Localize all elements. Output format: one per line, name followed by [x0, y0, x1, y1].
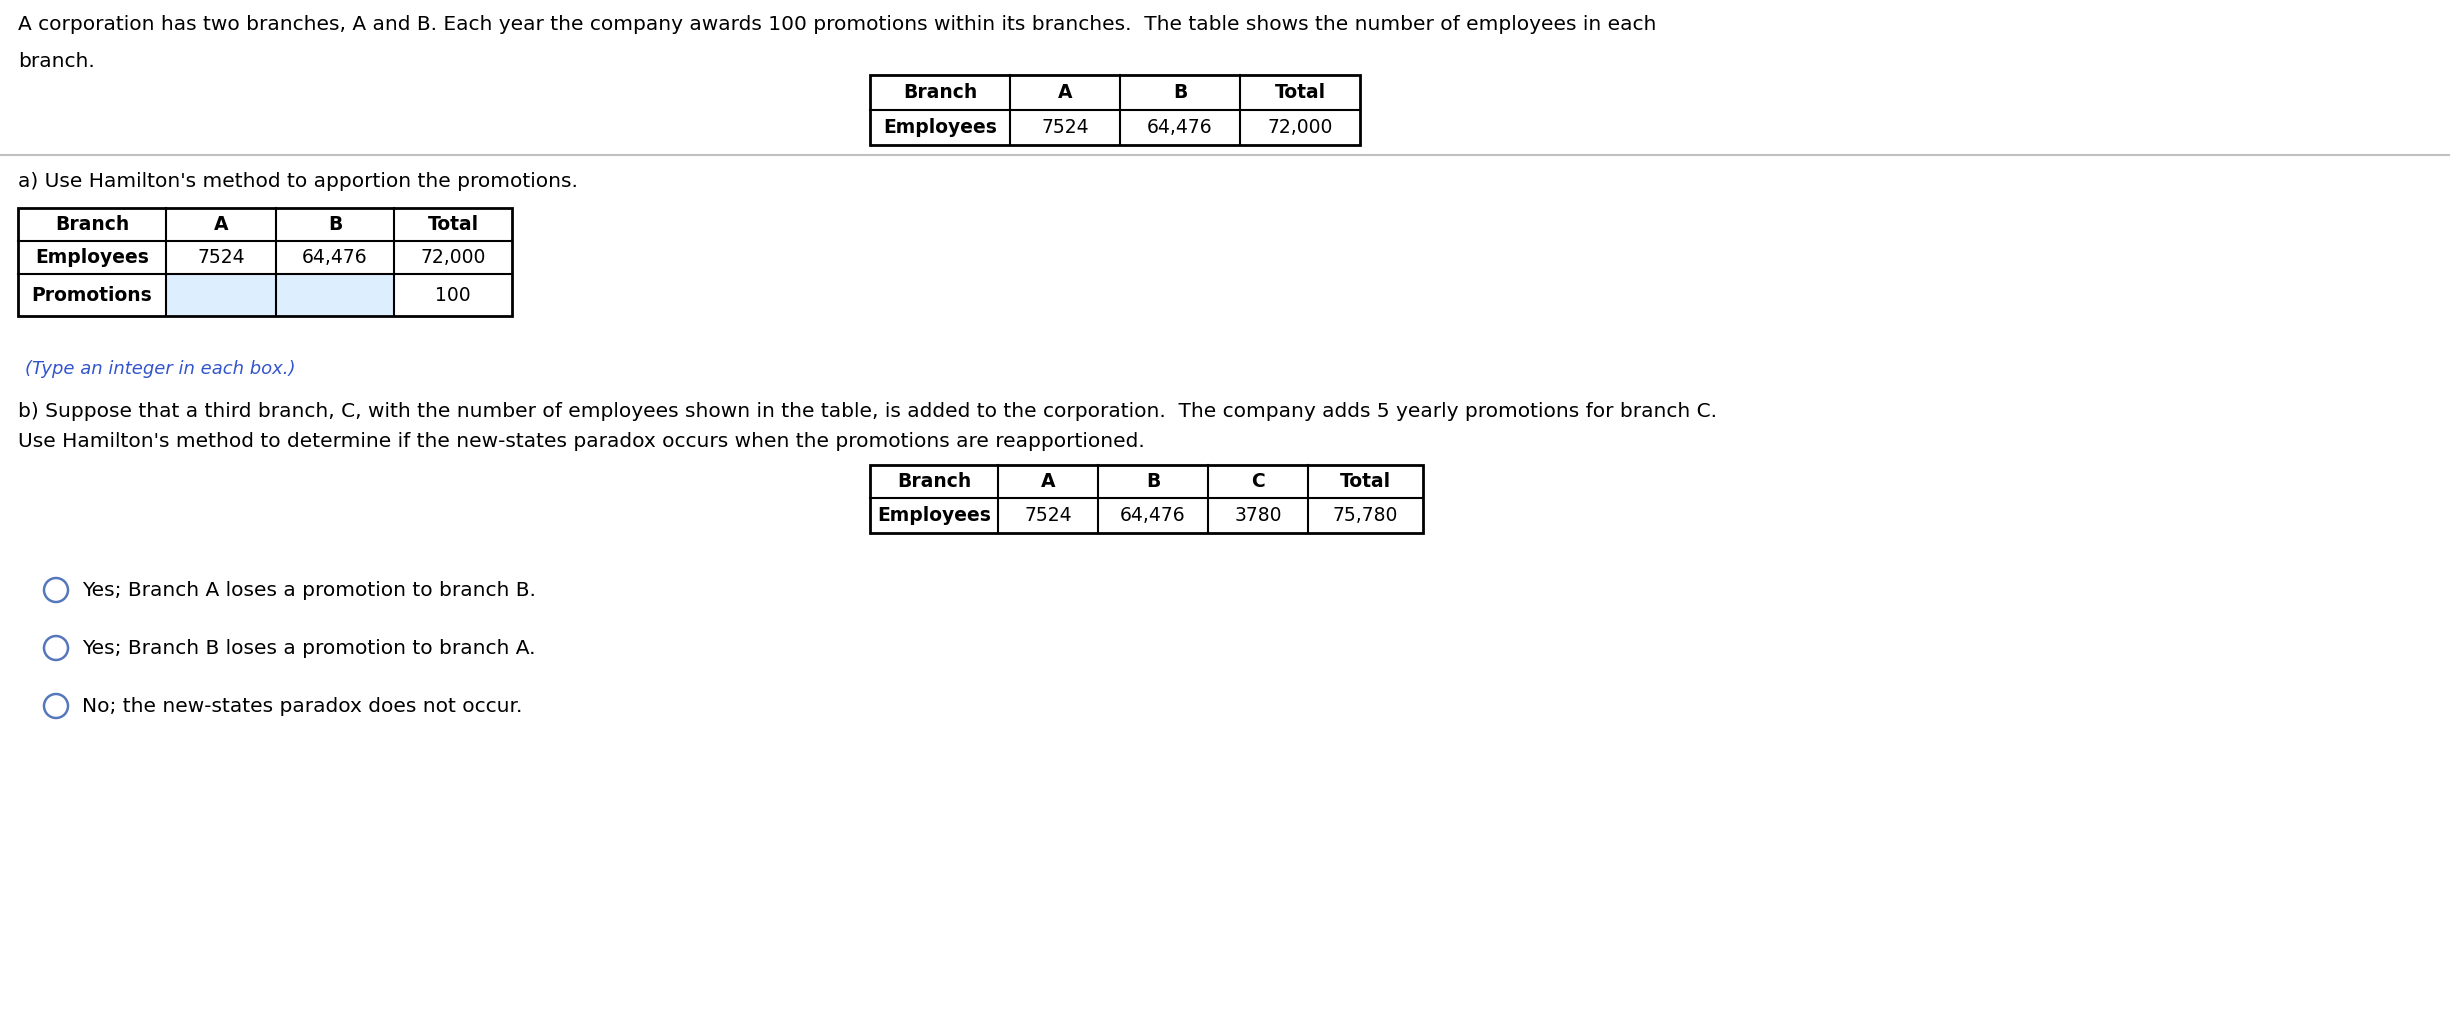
- Bar: [870, 75, 1009, 110]
- Bar: [1240, 110, 1360, 145]
- Bar: [870, 498, 997, 533]
- Text: Total: Total: [426, 215, 478, 234]
- Text: Total: Total: [1340, 472, 1392, 491]
- Bar: [394, 274, 512, 316]
- Bar: [1009, 110, 1120, 145]
- Text: A corporation has two branches, A and B. Each year the company awards 100 promot: A corporation has two branches, A and B.…: [17, 15, 1656, 34]
- Bar: [17, 208, 512, 316]
- Text: B: B: [1174, 83, 1188, 102]
- Bar: [997, 498, 1098, 533]
- Bar: [167, 208, 277, 241]
- Text: 64,476: 64,476: [1120, 506, 1186, 525]
- Circle shape: [44, 694, 69, 718]
- Bar: [394, 241, 512, 274]
- Text: Yes; Branch A loses a promotion to branch B.: Yes; Branch A loses a promotion to branc…: [81, 580, 537, 600]
- Text: C: C: [1252, 472, 1264, 491]
- Bar: [1308, 498, 1423, 533]
- Text: Branch: Branch: [904, 83, 978, 102]
- Text: 72,000: 72,000: [421, 248, 485, 267]
- Text: 7524: 7524: [1024, 506, 1071, 525]
- Text: 3780: 3780: [1235, 506, 1281, 525]
- Text: Employees: Employees: [34, 248, 149, 267]
- Text: Employees: Employees: [877, 506, 990, 525]
- Text: 100: 100: [436, 286, 470, 305]
- Text: 7524: 7524: [196, 248, 245, 267]
- Text: Employees: Employees: [882, 118, 997, 137]
- Bar: [1009, 75, 1120, 110]
- Text: B: B: [1147, 472, 1161, 491]
- Text: Yes; Branch B loses a promotion to branch A.: Yes; Branch B loses a promotion to branc…: [81, 638, 537, 657]
- Bar: [1120, 75, 1240, 110]
- Bar: [1208, 498, 1308, 533]
- Bar: [277, 241, 394, 274]
- Text: A: A: [1041, 472, 1056, 491]
- Text: Promotions: Promotions: [32, 286, 152, 305]
- Bar: [17, 274, 167, 316]
- Text: branch.: branch.: [17, 52, 96, 71]
- Bar: [1098, 498, 1208, 533]
- Text: A: A: [213, 215, 228, 234]
- Text: 75,780: 75,780: [1333, 506, 1399, 525]
- Text: Branch: Branch: [897, 472, 970, 491]
- Text: Branch: Branch: [54, 215, 130, 234]
- Bar: [870, 465, 997, 498]
- Bar: [17, 208, 167, 241]
- Bar: [277, 274, 394, 316]
- Text: 64,476: 64,476: [1147, 118, 1213, 137]
- Text: b) Suppose that a third branch, C, with the number of employees shown in the tab: b) Suppose that a third branch, C, with …: [17, 402, 1717, 421]
- Text: Use Hamilton's method to determine if the new-states paradox occurs when the pro: Use Hamilton's method to determine if th…: [17, 432, 1144, 451]
- Bar: [167, 274, 277, 316]
- Text: Total: Total: [1274, 83, 1325, 102]
- Bar: [870, 110, 1009, 145]
- Bar: [1098, 465, 1208, 498]
- Circle shape: [44, 578, 69, 602]
- Bar: [870, 75, 1360, 145]
- Text: 72,000: 72,000: [1267, 118, 1333, 137]
- Bar: [1120, 110, 1240, 145]
- Circle shape: [44, 636, 69, 660]
- Bar: [1240, 75, 1360, 110]
- Bar: [1308, 465, 1423, 498]
- Text: (Type an integer in each box.): (Type an integer in each box.): [24, 360, 296, 378]
- Bar: [997, 465, 1098, 498]
- Text: No; the new-states paradox does not occur.: No; the new-states paradox does not occu…: [81, 697, 522, 715]
- Text: A: A: [1058, 83, 1073, 102]
- Bar: [1208, 465, 1308, 498]
- Text: 64,476: 64,476: [301, 248, 368, 267]
- Bar: [17, 241, 167, 274]
- Bar: [277, 208, 394, 241]
- Bar: [394, 208, 512, 241]
- Text: B: B: [328, 215, 343, 234]
- Text: 7524: 7524: [1041, 118, 1088, 137]
- Text: a) Use Hamilton's method to apportion the promotions.: a) Use Hamilton's method to apportion th…: [17, 172, 578, 191]
- Bar: [167, 241, 277, 274]
- Bar: [870, 465, 1423, 533]
